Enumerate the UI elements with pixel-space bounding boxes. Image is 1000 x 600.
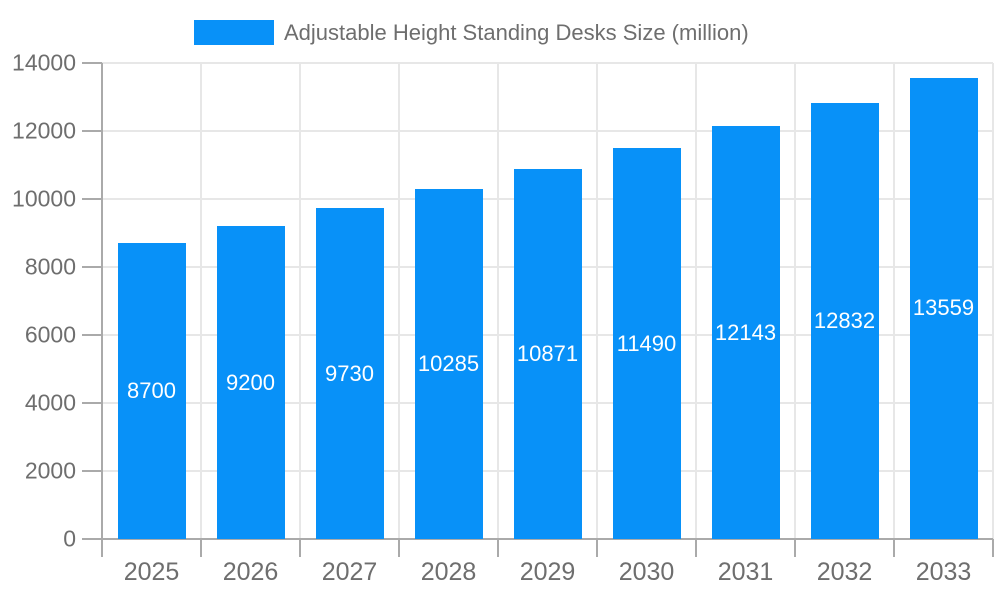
x-axis-label-2028: 2028 xyxy=(420,558,477,586)
y-axis-tick xyxy=(82,538,102,540)
bar-value-label: 8700 xyxy=(127,378,176,404)
y-axis-tick xyxy=(82,402,102,404)
y-axis-tick xyxy=(82,62,102,64)
y-axis-tick xyxy=(82,266,102,268)
x-axis-tick xyxy=(893,539,895,557)
x-axis-tick xyxy=(695,539,697,557)
gridline-vertical xyxy=(299,63,301,539)
y-axis-label: 12000 xyxy=(12,117,76,144)
y-axis-label: 14000 xyxy=(12,49,76,76)
gridline-vertical xyxy=(893,63,895,539)
legend-item[interactable]: Adjustable Height Standing Desks Size (m… xyxy=(194,20,749,45)
bar-2027[interactable]: 9730 xyxy=(315,208,384,539)
x-axis-tick xyxy=(200,539,202,557)
bar-2031[interactable]: 12143 xyxy=(711,126,780,539)
y-axis-line xyxy=(101,63,103,557)
gridline-vertical xyxy=(398,63,400,539)
gridline-horizontal xyxy=(102,62,993,64)
bar-value-label: 13559 xyxy=(912,295,975,321)
gridline-vertical xyxy=(200,63,202,539)
bar-value-label: 12143 xyxy=(714,319,777,345)
gridline-vertical xyxy=(794,63,796,539)
bar-2029[interactable]: 10871 xyxy=(513,169,582,539)
y-axis-tick xyxy=(82,198,102,200)
x-axis-label-2025: 2025 xyxy=(123,558,180,586)
y-axis-label: 10000 xyxy=(12,185,76,212)
x-axis-tick xyxy=(596,539,598,557)
gridline-horizontal xyxy=(102,130,993,132)
bar-2030[interactable]: 11490 xyxy=(612,148,681,539)
y-axis-label: 2000 xyxy=(24,457,76,484)
x-axis-tick xyxy=(398,539,400,557)
bar-value-label: 11490 xyxy=(616,330,677,356)
y-axis-tick xyxy=(82,470,102,472)
bar-value-label: 10871 xyxy=(516,341,579,367)
x-axis-label-2033: 2033 xyxy=(915,558,972,586)
bar-2032[interactable]: 12832 xyxy=(810,102,879,539)
bar-2025[interactable]: 8700 xyxy=(117,243,186,539)
x-axis-tick xyxy=(497,539,499,557)
bar-2028[interactable]: 10285 xyxy=(414,189,483,539)
gridline-vertical xyxy=(695,63,697,539)
bar-value-label: 9200 xyxy=(226,369,275,395)
x-axis-tick xyxy=(794,539,796,557)
x-axis-tick xyxy=(299,539,301,557)
x-axis-label-2027: 2027 xyxy=(321,558,378,586)
x-axis-label-2032: 2032 xyxy=(816,558,873,586)
x-axis-tick xyxy=(992,539,994,557)
gridline-vertical xyxy=(497,63,499,539)
x-axis-label-2030: 2030 xyxy=(618,558,675,586)
x-axis-label-2029: 2029 xyxy=(519,558,576,586)
y-axis-label: 6000 xyxy=(24,321,76,348)
bar-value-label: 10285 xyxy=(417,351,480,377)
y-axis-tick xyxy=(82,334,102,336)
x-axis-line xyxy=(102,538,993,540)
bar-value-label: 12832 xyxy=(813,307,876,333)
legend-label: Adjustable Height Standing Desks Size (m… xyxy=(284,20,749,45)
legend-swatch-icon xyxy=(194,20,274,45)
y-axis-tick xyxy=(82,130,102,132)
gridline-vertical xyxy=(596,63,598,539)
x-axis-label-2026: 2026 xyxy=(222,558,279,586)
y-axis-label: 4000 xyxy=(24,389,76,416)
bar-2026[interactable]: 9200 xyxy=(216,226,285,539)
y-axis-label: 8000 xyxy=(24,253,76,280)
gridline-vertical xyxy=(992,63,994,539)
y-axis-label: 0 xyxy=(63,525,76,552)
bar-value-label: 9730 xyxy=(325,360,374,386)
x-axis-label-2031: 2031 xyxy=(717,558,774,586)
bar-2033[interactable]: 13559 xyxy=(909,77,978,539)
